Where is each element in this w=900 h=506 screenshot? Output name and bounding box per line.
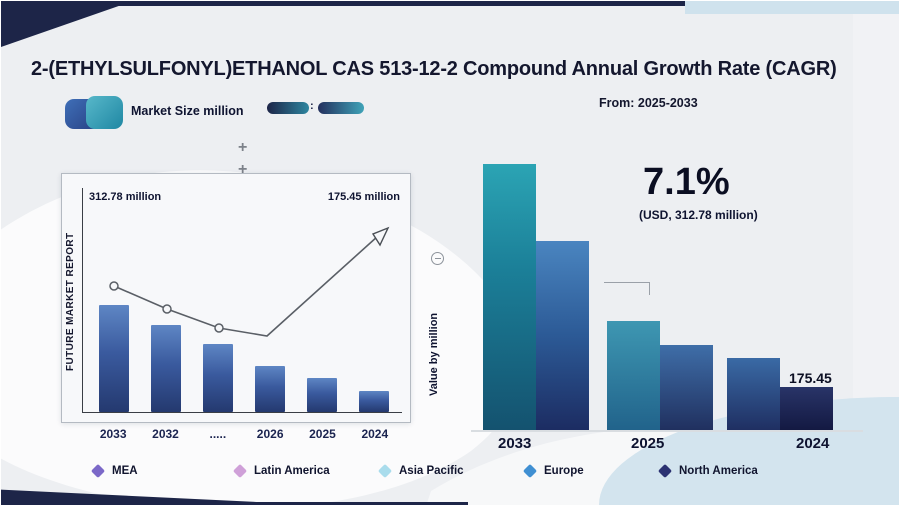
legend-label: MEA <box>112 465 138 477</box>
left-chart-x-axis: 2033 2032 ..... 2026 2025 2024 <box>87 427 401 441</box>
market-size-bar-..... <box>203 343 233 412</box>
legend-item-north-america: North America <box>657 463 758 479</box>
market-size-bars <box>88 184 400 412</box>
cagr-value: 7.1% <box>643 161 730 203</box>
legend-label: North America <box>679 465 758 477</box>
page-title-cagr: Compound Annual Growth Rate (CAGR) <box>463 58 837 80</box>
left-bar-cell-2032 <box>140 184 192 412</box>
legend-item-europe: Europe <box>522 463 584 479</box>
x-tick-2026: 2026 <box>256 427 284 441</box>
decor-top-right-band <box>685 1 899 14</box>
right-x-tick-2025: 2025 <box>631 435 665 452</box>
plus-decoration-icon: + <box>238 139 248 156</box>
diamond-icon <box>522 463 538 479</box>
plus-decoration-icon: + <box>238 161 248 178</box>
legend-item-mea: MEA <box>90 463 138 479</box>
cagr-caption: (USD, 312.78 million) <box>639 208 758 222</box>
right-x-tick-2024: 2024 <box>796 435 830 452</box>
market-size-bar-2033 <box>99 304 129 412</box>
decor-top-left-wedge <box>1 1 133 47</box>
bar-group-2033 <box>483 164 589 430</box>
market-size-icon <box>65 96 125 132</box>
x-tick-2024: 2024 <box>361 427 389 441</box>
circle-minus-icon <box>431 252 444 265</box>
diamond-icon <box>232 463 248 479</box>
value-annotation-2033: 312.78 million <box>89 191 162 203</box>
market-size-bar-2024 <box>359 391 389 412</box>
left-bar-cell-2026 <box>244 184 296 412</box>
page-title-product: 2-(ETHYLSULFONYL)ETHANOL CAS 513-12-2 <box>31 58 458 80</box>
x-tick-2032: 2032 <box>152 427 179 441</box>
x-tick-2025: 2025 <box>309 427 336 441</box>
x-tick-2033: 2033 <box>99 427 127 441</box>
value-bar-2033-secondary <box>536 241 589 430</box>
value-bar-2024-secondary <box>780 387 833 430</box>
market-size-chart-panel: FUTURE MARKET REPORT 312.78 million 175.… <box>61 173 411 423</box>
market-size-bar-2032 <box>151 325 181 412</box>
legend-item-latin-america: Latin America <box>232 463 330 479</box>
icon-square-teal <box>86 96 123 129</box>
legend-label: Asia Pacific <box>399 465 464 477</box>
legend-label: Europe <box>544 465 584 477</box>
pill-dots-icon: : <box>310 100 314 112</box>
future-market-report-label: FUTURE MARKET REPORT <box>65 232 76 372</box>
decor-top-strip <box>1 1 899 6</box>
left-bar-cell-2024 <box>348 184 400 412</box>
value-bar-2025-secondary <box>660 344 713 430</box>
value-bar-2025-primary <box>607 320 660 430</box>
diamond-icon <box>377 463 393 479</box>
value-label-2024: 175.45 <box>789 370 832 386</box>
value-bar-2033-primary <box>483 164 536 430</box>
diamond-icon <box>90 463 106 479</box>
x-tick-ellipsis: ..... <box>209 427 227 441</box>
market-size-legend-label: Market Size million <box>131 104 244 118</box>
value-by-million-label: Value by million <box>428 312 440 397</box>
left-bar-cell-2025 <box>296 184 348 412</box>
chart-axis <box>82 188 402 413</box>
gradient-pill-icon <box>318 102 364 114</box>
bar-group-2024 <box>727 164 833 430</box>
market-size-bar-2025 <box>307 377 337 412</box>
bar-group-2025 <box>607 164 713 430</box>
legend-item-asia-pacific: Asia Pacific <box>377 463 464 479</box>
value-annotation-2024: 175.45 million <box>327 191 400 203</box>
cagr-bars <box>471 164 863 432</box>
left-bar-cell-..... <box>192 184 244 412</box>
period-label: From: 2025-2033 <box>599 96 698 110</box>
legend-label: Latin America <box>254 465 330 477</box>
left-bar-cell-2033 <box>88 184 140 412</box>
callout-bracket <box>604 282 650 295</box>
right-x-tick-2033: 2033 <box>498 435 532 452</box>
market-size-bar-2026 <box>255 366 285 412</box>
value-bar-2024-primary <box>727 358 780 430</box>
gradient-pill-icon <box>267 102 309 114</box>
diamond-icon <box>657 463 673 479</box>
